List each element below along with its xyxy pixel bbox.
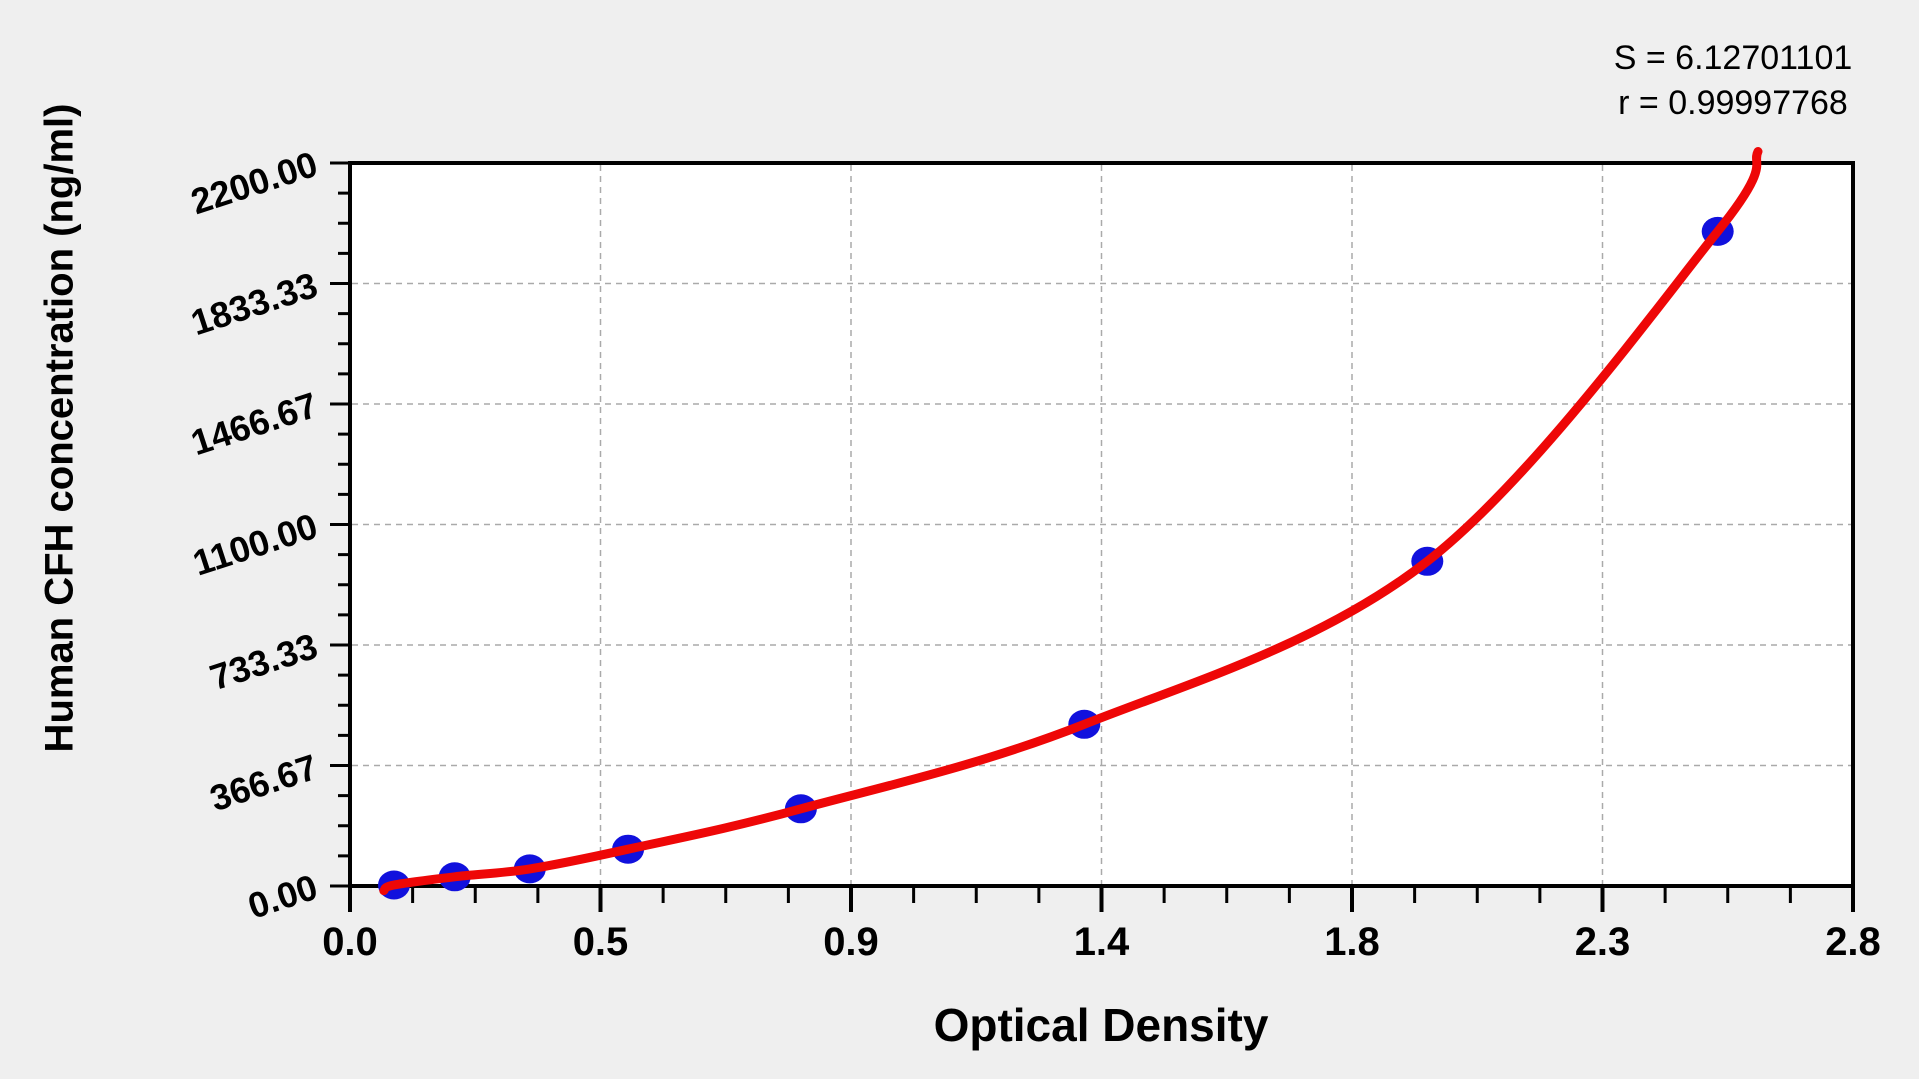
x-tick-label: 1.4 [1073, 920, 1130, 964]
x-tick-label: 1.8 [1324, 920, 1380, 964]
plot-frame [348, 161, 1855, 888]
x-tick-label: 2.8 [1825, 920, 1881, 964]
x-axis-title: Optical Density [933, 999, 1269, 1051]
fit-stat-r: r = 0.99997768 [1618, 84, 1848, 122]
x-tick-label: 0.0 [322, 920, 378, 964]
x-tick-label: 0.5 [572, 920, 629, 964]
y-axis-title: Human CFH concentration (ng/ml) [37, 103, 82, 753]
x-tick-label: 0.9 [823, 920, 879, 964]
fit-statistics: S = 6.12701101 r = 0.99997768 [1533, 36, 1919, 126]
fit-stat-s: S = 6.12701101 [1613, 39, 1853, 77]
fit-curve [379, 147, 1763, 896]
x-tick-label: 2.3 [1574, 920, 1631, 964]
